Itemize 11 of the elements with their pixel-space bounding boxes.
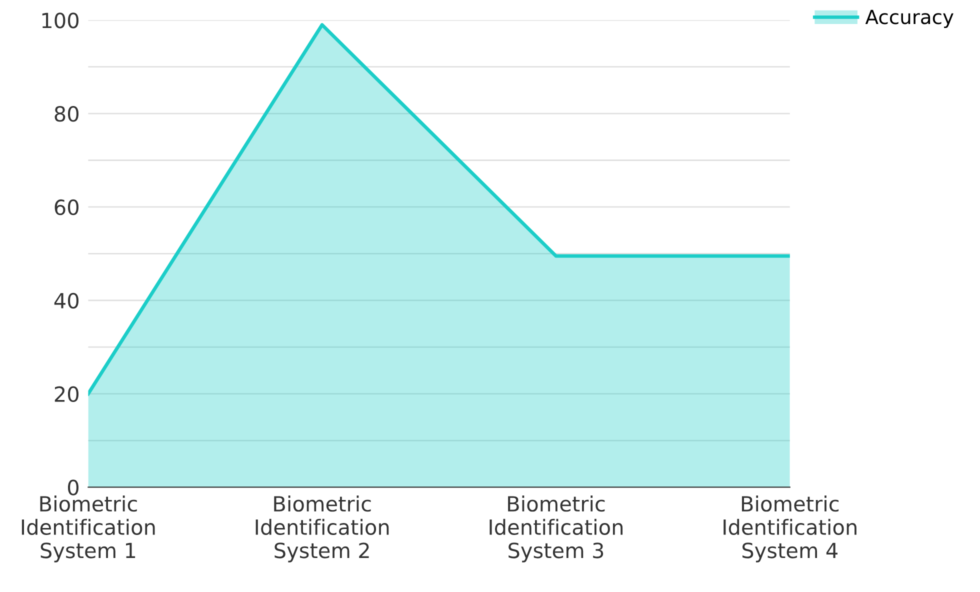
y-tick-label: 40	[54, 292, 78, 309]
y-tick-label: 80	[54, 106, 78, 122]
x-tick-label: Biometric Identification System 1	[22, 496, 155, 562]
x-tick-label: Biometric Identification System 4	[724, 496, 856, 562]
x-tick-label: Biometric Identification System 2	[256, 496, 389, 562]
y-tick-label: 60	[54, 199, 78, 216]
y-tick-label: 0	[68, 480, 78, 496]
legend-label: Accuracy	[865, 10, 954, 28]
x-tick-label: Biometric Identification System 3	[490, 496, 623, 562]
y-tick-label: 20	[54, 386, 78, 402]
y-tick-label: 100	[42, 12, 78, 28]
